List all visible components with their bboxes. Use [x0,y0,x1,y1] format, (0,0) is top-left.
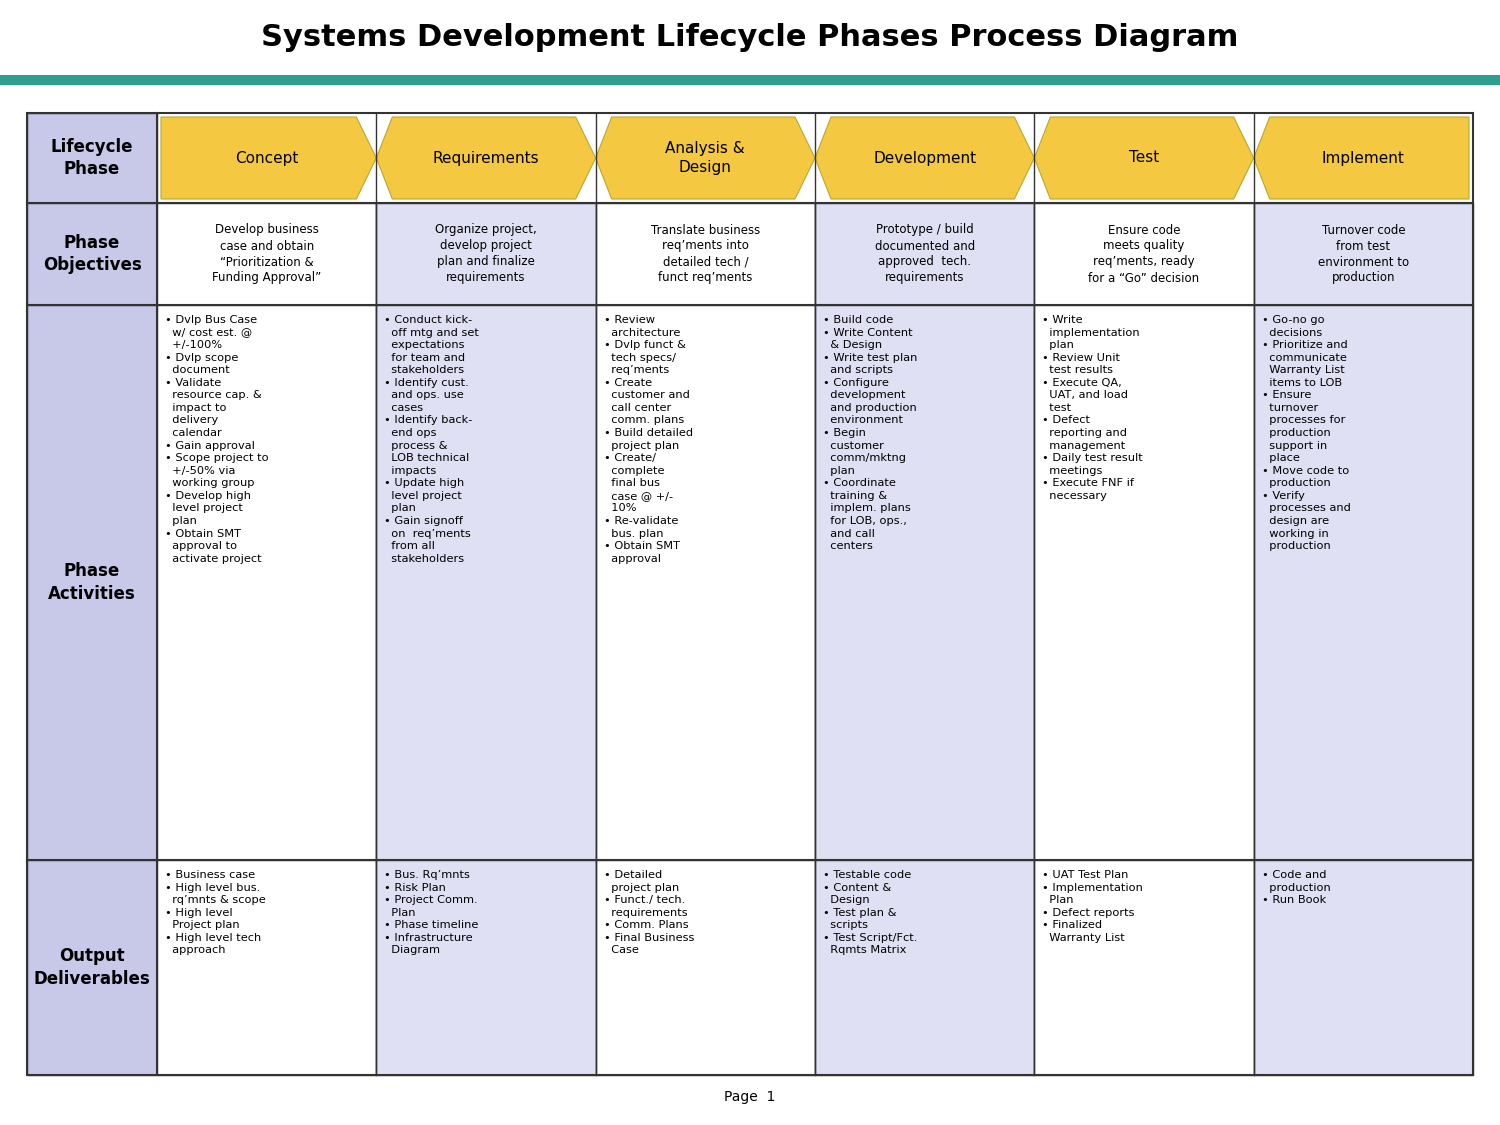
Bar [815,860,1035,1076]
Text: Develop business
case and obtain
“Prioritization &
Funding Approval”: Develop business case and obtain “Priori… [211,224,321,285]
Bar [815,305,1035,860]
Bar [1035,860,1254,1076]
Text: Prototype / build
documented and
approved  tech.
requirements: Prototype / build documented and approve… [874,224,975,285]
Bar [27,112,1473,1076]
Text: Phase
Objectives: Phase Objectives [42,234,141,274]
Bar [1254,305,1473,860]
Bar [158,305,376,860]
Polygon shape [596,117,814,199]
Bar [1254,860,1473,1076]
Polygon shape [1254,117,1468,199]
Text: Requirements: Requirements [432,151,540,165]
Text: Ensure code
meets quality
req’ments, ready
for a “Go” decision: Ensure code meets quality req’ments, rea… [1089,224,1200,285]
Text: Concept: Concept [236,151,298,165]
Text: Lifecycle
Phase: Lifecycle Phase [51,138,134,178]
Text: • UAT Test Plan
• Implementation
  Plan
• Defect reports
• Finalized
  Warranty : • UAT Test Plan • Implementation Plan • … [1042,870,1143,943]
Bar [376,305,596,860]
Text: • Business case
• High level bus.
  rq’mnts & scope
• High level
  Project plan
: • Business case • High level bus. rq’mnt… [165,870,266,955]
Bar [815,202,1035,305]
Text: Phase
Activities: Phase Activities [48,562,136,603]
Bar [596,305,814,860]
Polygon shape [376,117,596,199]
Bar [596,860,814,1076]
Polygon shape [160,117,376,199]
Bar [1035,305,1254,860]
Text: Implement: Implement [1322,151,1406,165]
Text: • Code and
  production
• Run Book: • Code and production • Run Book [1262,870,1330,906]
Bar [0,75,1500,86]
Text: Organize project,
develop project
plan and finalize
requirements: Organize project, develop project plan a… [435,224,537,285]
Text: Systems Development Lifecycle Phases Process Diagram: Systems Development Lifecycle Phases Pro… [261,22,1239,52]
Bar [158,202,376,305]
Text: • Build code
• Write Content
  & Design
• Write test plan
  and scripts
• Config: • Build code • Write Content & Design • … [824,315,918,551]
Bar [376,860,596,1076]
Text: Test: Test [1130,151,1160,165]
Polygon shape [815,117,1035,199]
Text: Page  1: Page 1 [724,1090,776,1104]
Text: • Conduct kick-
  off mtg and set
  expectations
  for team and
  stakeholders
•: • Conduct kick- off mtg and set expectat… [384,315,478,564]
Text: Turnover code
from test
environment to
production: Turnover code from test environment to p… [1318,224,1408,285]
Text: • Dvlp Bus Case
  w/ cost est. @
  +/-100%
• Dvlp scope
  document
• Validate
  : • Dvlp Bus Case w/ cost est. @ +/-100% •… [165,315,268,564]
Bar [27,860,158,1076]
Text: • Testable code
• Content &
  Design
• Test plan &
  scripts
• Test Script/Fct.
: • Testable code • Content & Design • Tes… [824,870,918,955]
Text: Analysis &
Design: Analysis & Design [666,142,746,174]
Text: • Go-no go
  decisions
• Prioritize and
  communicate
  Warranty List
  items to: • Go-no go decisions • Prioritize and co… [1262,315,1350,551]
Text: • Review
  architecture
• Dvlp funct &
  tech specs/
  req’ments
• Create
  cust: • Review architecture • Dvlp funct & tec… [603,315,693,564]
Text: Translate business
req’ments into
detailed tech /
funct req’ments: Translate business req’ments into detail… [651,224,760,285]
Bar [27,202,158,305]
Text: • Bus. Rq’mnts
• Risk Plan
• Project Comm.
  Plan
• Phase timeline
• Infrastruct: • Bus. Rq’mnts • Risk Plan • Project Com… [384,870,478,955]
Bar [158,860,376,1076]
Bar [1035,202,1254,305]
Bar [1254,202,1473,305]
Text: • Write
  implementation
  plan
• Review Unit
  test results
• Execute QA,
  UAT: • Write implementation plan • Review Uni… [1042,315,1143,501]
Bar [596,202,814,305]
Text: • Detailed
  project plan
• Funct./ tech.
  requirements
• Comm. Plans
• Final B: • Detailed project plan • Funct./ tech. … [603,870,694,955]
Text: Output
Deliverables: Output Deliverables [33,947,150,988]
Text: Development: Development [873,151,976,165]
Bar [376,202,596,305]
Bar [27,305,158,860]
Polygon shape [1035,117,1254,199]
Bar [27,112,158,202]
